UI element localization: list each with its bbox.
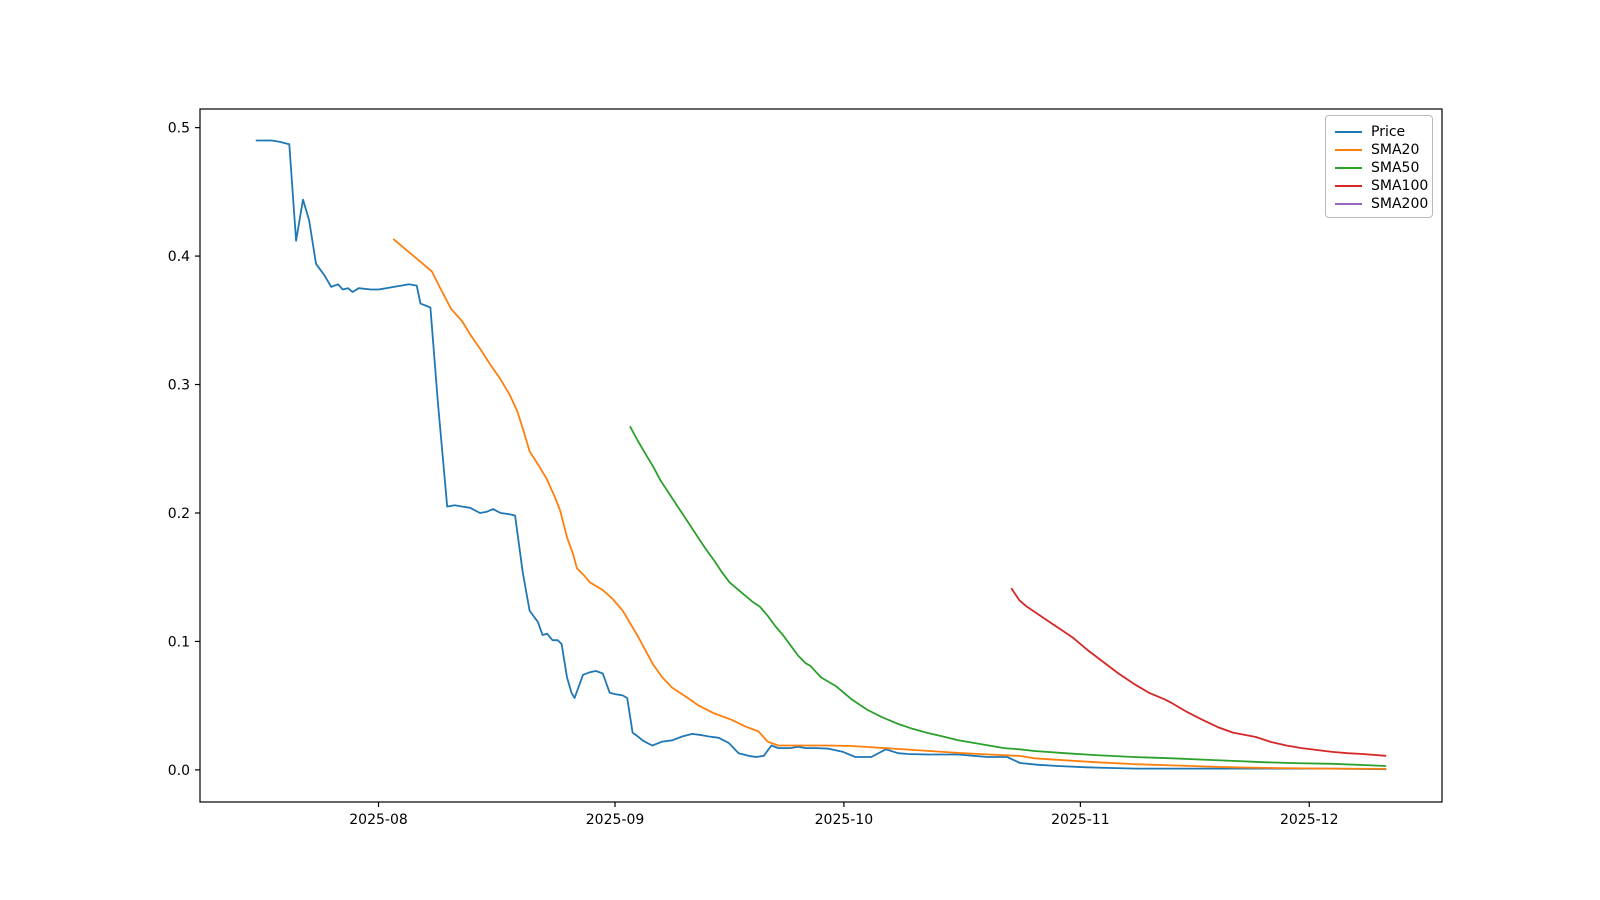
- y-tick-label-0.4: 0.4: [168, 249, 190, 265]
- y-tick-label-0.1: 0.1: [168, 634, 190, 650]
- series-line-sma20: [392, 238, 1387, 770]
- legend-swatch-sma50: [1335, 166, 1362, 170]
- plot-area: [199, 108, 1443, 803]
- legend-swatch-sma20: [1335, 148, 1362, 152]
- legend-label: SMA20: [1371, 142, 1420, 158]
- legend-swatch-sma100: [1335, 184, 1362, 188]
- series-line-price: [255, 139, 1387, 771]
- y-tick-label-0.5: 0.5: [168, 121, 190, 137]
- legend-swatch-price: [1335, 130, 1362, 134]
- legend-label: SMA50: [1371, 160, 1420, 176]
- legend-label: SMA200: [1371, 196, 1429, 212]
- legend-item-sma50[interactable]: SMA50: [1335, 159, 1423, 177]
- legend-item-price[interactable]: Price: [1335, 123, 1423, 141]
- legend-item-sma200[interactable]: SMA200: [1335, 195, 1428, 213]
- x-tick-label-2025-08: 2025-08: [349, 812, 408, 828]
- y-tick-label-0.0: 0.0: [168, 763, 190, 779]
- legend-item-sma100[interactable]: SMA100: [1335, 177, 1428, 195]
- x-tick-label-2025-10: 2025-10: [815, 812, 874, 828]
- x-tick-label-2025-11: 2025-11: [1051, 812, 1110, 828]
- legend-label: SMA100: [1371, 178, 1429, 194]
- y-tick-label-0.3: 0.3: [168, 378, 190, 394]
- legend-label: Price: [1371, 124, 1406, 140]
- series-line-sma50: [629, 426, 1387, 767]
- chart-legend: Price SMA20 SMA50 SMA100 SMA200: [1325, 115, 1433, 218]
- legend-item-sma20[interactable]: SMA20: [1335, 141, 1423, 159]
- legend-swatch-sma200: [1335, 202, 1362, 206]
- y-tick-label-0.2: 0.2: [168, 506, 190, 522]
- x-tick-label-2025-12: 2025-12: [1280, 812, 1339, 828]
- series-line-sma100: [1010, 587, 1387, 757]
- x-tick-label-2025-09: 2025-09: [586, 812, 645, 828]
